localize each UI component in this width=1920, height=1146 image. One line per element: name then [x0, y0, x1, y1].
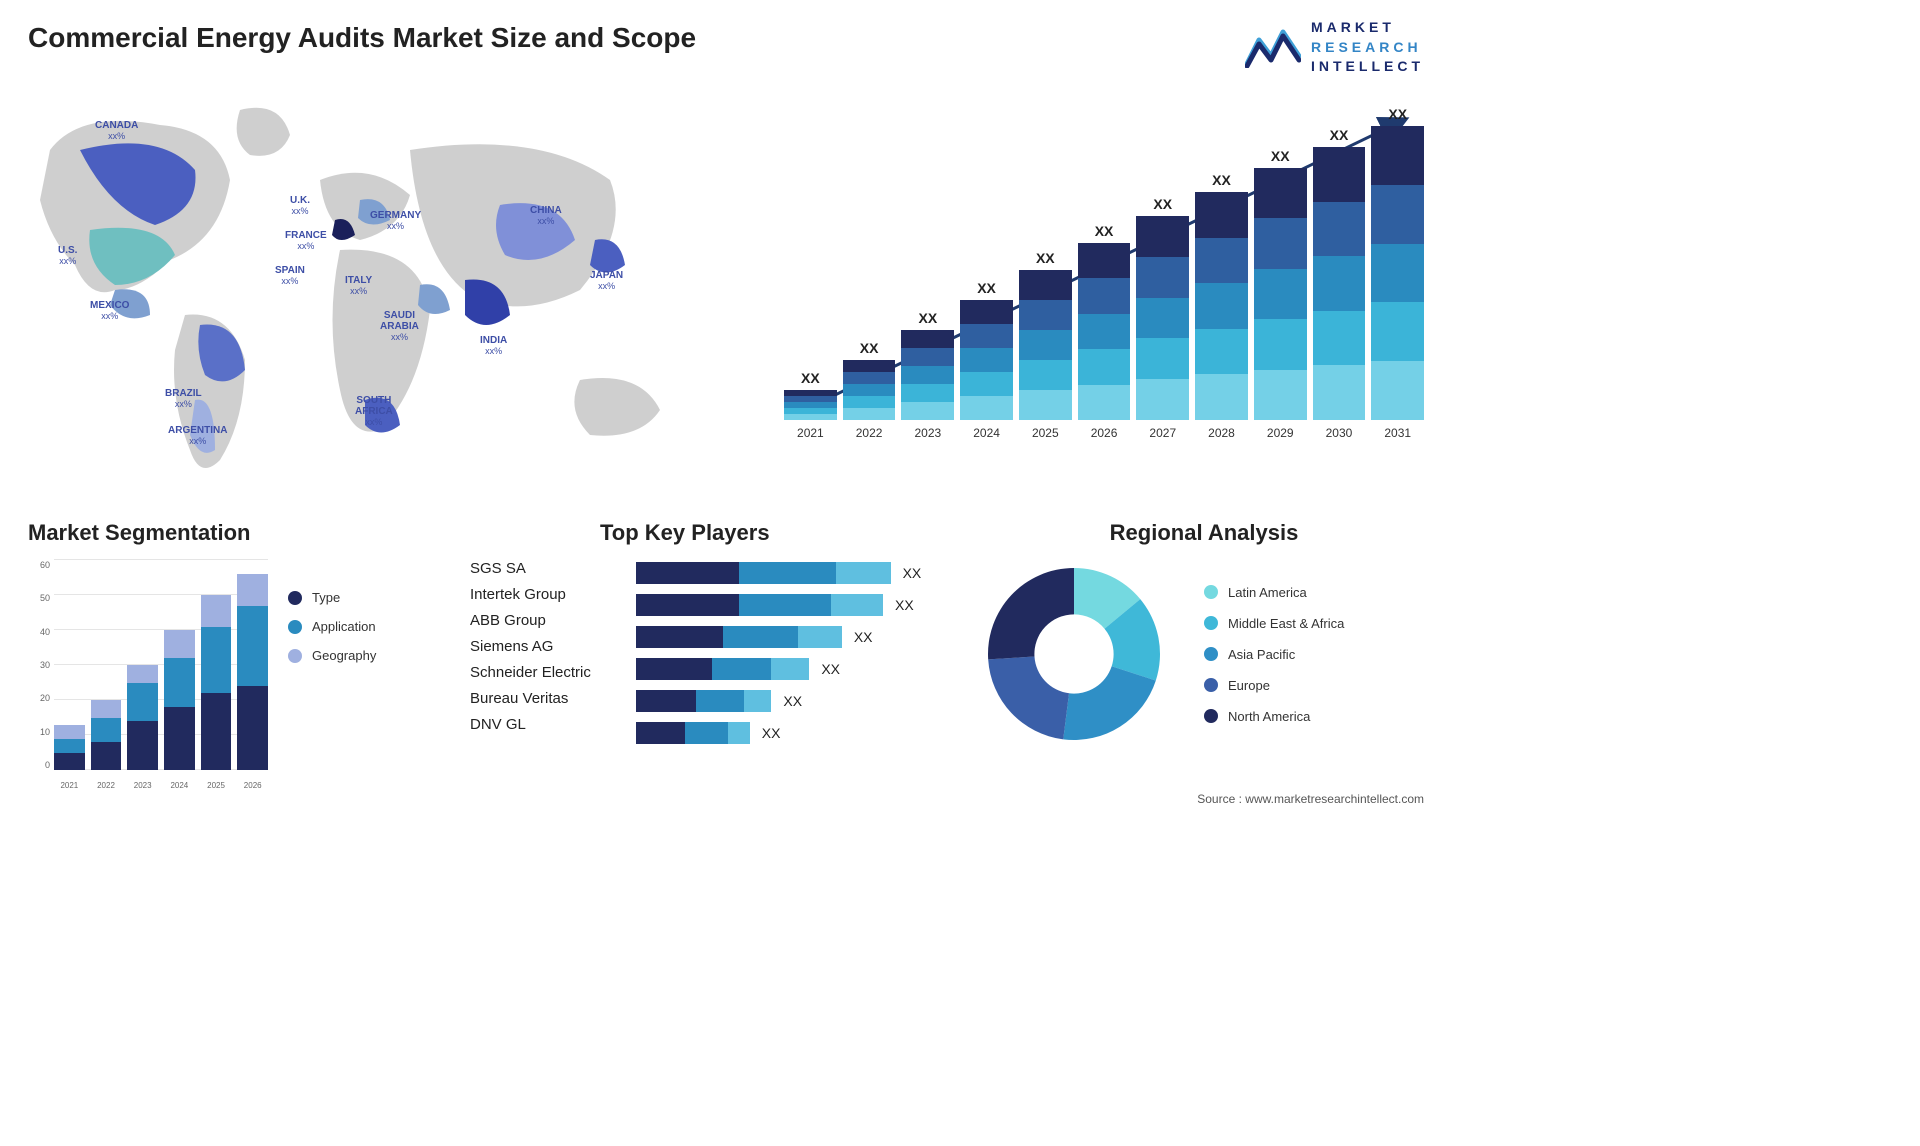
legend-item: Middle East & Africa [1204, 616, 1344, 631]
map-label: CHINAxx% [530, 205, 562, 227]
player-bar: XX [636, 562, 950, 584]
map-label: SOUTHAFRICAxx% [355, 395, 393, 428]
players-title: Top Key Players [600, 520, 950, 546]
player-bar: XX [636, 658, 950, 680]
growth-bar: XX2031 [1371, 106, 1424, 440]
page-title: Commercial Energy Audits Market Size and… [28, 22, 696, 54]
brand-logo: MARKET RESEARCH INTELLECT [1245, 18, 1424, 77]
growth-bar: XX2028 [1195, 172, 1248, 440]
player-name: DNV GL [470, 716, 620, 733]
growth-chart: XX2021XX2022XX2023XX2024XX2025XX2026XX20… [784, 100, 1424, 470]
map-label: U.S.xx% [58, 245, 77, 267]
segmentation-chart: 0102030405060 202120222023202420252026 [28, 560, 268, 790]
segmentation-bar [237, 574, 268, 770]
player-name: Bureau Veritas [470, 690, 620, 707]
logo-icon [1245, 26, 1301, 68]
segmentation-legend: Type Application Geography [288, 560, 376, 790]
legend-item: Type [288, 590, 376, 605]
map-label: INDIAxx% [480, 335, 507, 357]
player-name: Intertek Group [470, 586, 620, 603]
logo-line1: MARKET [1311, 18, 1424, 38]
map-label: ARGENTINAxx% [168, 425, 227, 447]
regional-donut [984, 564, 1164, 744]
player-bar: XX [636, 626, 950, 648]
segmentation-bar [127, 665, 158, 770]
legend-item: Application [288, 619, 376, 634]
map-label: JAPANxx% [590, 270, 623, 292]
growth-bar: XX2026 [1078, 223, 1131, 440]
world-map: CANADAxx% U.S.xx% MEXICOxx% BRAZILxx% ARGENT… [20, 90, 720, 490]
player-name: ABB Group [470, 612, 620, 629]
legend-item: Europe [1204, 678, 1344, 693]
donut-segment [988, 656, 1069, 739]
legend-item: Latin America [1204, 585, 1344, 600]
segmentation-bar [91, 700, 122, 770]
donut-segment [988, 568, 1074, 659]
player-name-list: SGS SA Intertek Group ABB Group Siemens AG S… [470, 560, 620, 744]
logo-line2: RESEARCH [1311, 38, 1424, 58]
map-label: SAUDIARABIAxx% [380, 310, 419, 343]
players-section: Top Key Players SGS SA Intertek Group ABB … [470, 520, 950, 744]
map-label: GERMANYxx% [370, 210, 421, 232]
legend-item: Geography [288, 648, 376, 663]
growth-bar: XX2023 [901, 310, 954, 440]
legend-item: Asia Pacific [1204, 647, 1344, 662]
player-bar: XX [636, 690, 950, 712]
segmentation-section: Market Segmentation 0102030405060 202120… [28, 520, 458, 790]
player-name: Siemens AG [470, 638, 620, 655]
growth-bar: XX2024 [960, 280, 1013, 440]
player-name: SGS SA [470, 560, 620, 577]
source-line: Source : www.marketresearchintellect.com [1197, 792, 1424, 806]
player-name: Schneider Electric [470, 664, 620, 681]
segmentation-title: Market Segmentation [28, 520, 458, 546]
player-bar: XX [636, 594, 950, 616]
map-label: U.K.xx% [290, 195, 310, 217]
donut-segment [1063, 666, 1156, 740]
map-label: BRAZILxx% [165, 388, 202, 410]
growth-bar: XX2022 [843, 340, 896, 440]
map-label: CANADAxx% [95, 120, 138, 142]
segmentation-bar [164, 630, 195, 770]
regional-section: Regional Analysis Latin America Middle Ea… [984, 520, 1424, 744]
segmentation-bar [54, 725, 85, 771]
growth-bar: XX2027 [1136, 196, 1189, 440]
map-label: MEXICOxx% [90, 300, 129, 322]
regional-legend: Latin America Middle East & Africa Asia Pa… [1204, 585, 1344, 724]
map-label: FRANCExx% [285, 230, 327, 252]
player-bar-chart: XX XX XX XX XX XX [636, 560, 950, 744]
growth-bar: XX2030 [1313, 127, 1366, 440]
regional-title: Regional Analysis [984, 520, 1424, 546]
growth-bar: XX2029 [1254, 148, 1307, 440]
growth-bar: XX2021 [784, 370, 837, 440]
segmentation-bar [201, 595, 232, 770]
legend-item: North America [1204, 709, 1344, 724]
player-bar: XX [636, 722, 950, 744]
logo-line3: INTELLECT [1311, 57, 1424, 77]
map-label: ITALYxx% [345, 275, 372, 297]
growth-bar: XX2025 [1019, 250, 1072, 440]
map-label: SPAINxx% [275, 265, 305, 287]
